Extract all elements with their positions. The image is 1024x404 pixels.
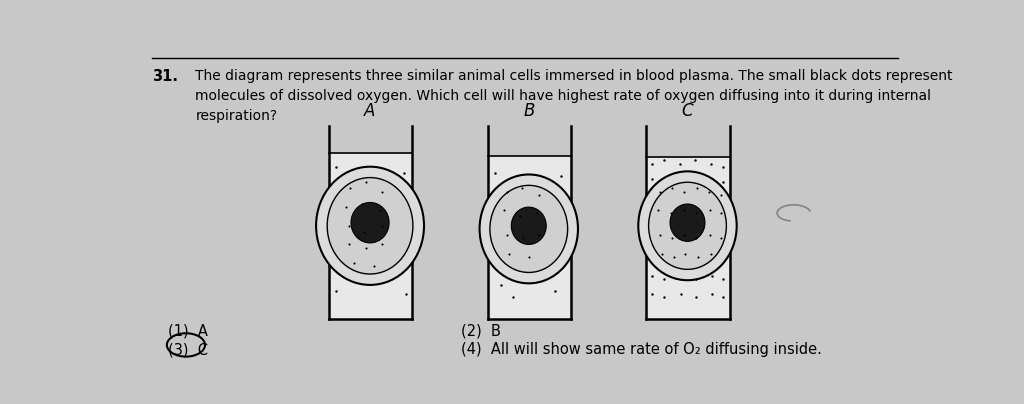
Text: A: A <box>365 102 376 120</box>
Ellipse shape <box>351 202 389 243</box>
Ellipse shape <box>479 175 578 283</box>
Text: The diagram represents three similar animal cells immersed in blood plasma. The : The diagram represents three similar ani… <box>196 69 953 123</box>
Ellipse shape <box>328 178 413 274</box>
Text: B: B <box>523 102 535 120</box>
Bar <box>646 157 729 319</box>
Text: 31.: 31. <box>152 69 178 84</box>
Text: (4)  All will show same rate of O₂ diffusing inside.: (4) All will show same rate of O₂ diffus… <box>461 343 822 358</box>
Ellipse shape <box>638 171 736 280</box>
Ellipse shape <box>648 182 726 269</box>
Ellipse shape <box>511 207 546 244</box>
Text: C: C <box>682 102 693 120</box>
Text: (1)  A: (1) A <box>168 324 208 339</box>
Ellipse shape <box>489 185 567 272</box>
Ellipse shape <box>670 204 705 241</box>
Ellipse shape <box>316 167 424 285</box>
Bar <box>329 153 412 319</box>
Text: (2)  B: (2) B <box>461 324 501 339</box>
Bar <box>487 156 570 319</box>
Text: (3)  C: (3) C <box>168 343 208 358</box>
